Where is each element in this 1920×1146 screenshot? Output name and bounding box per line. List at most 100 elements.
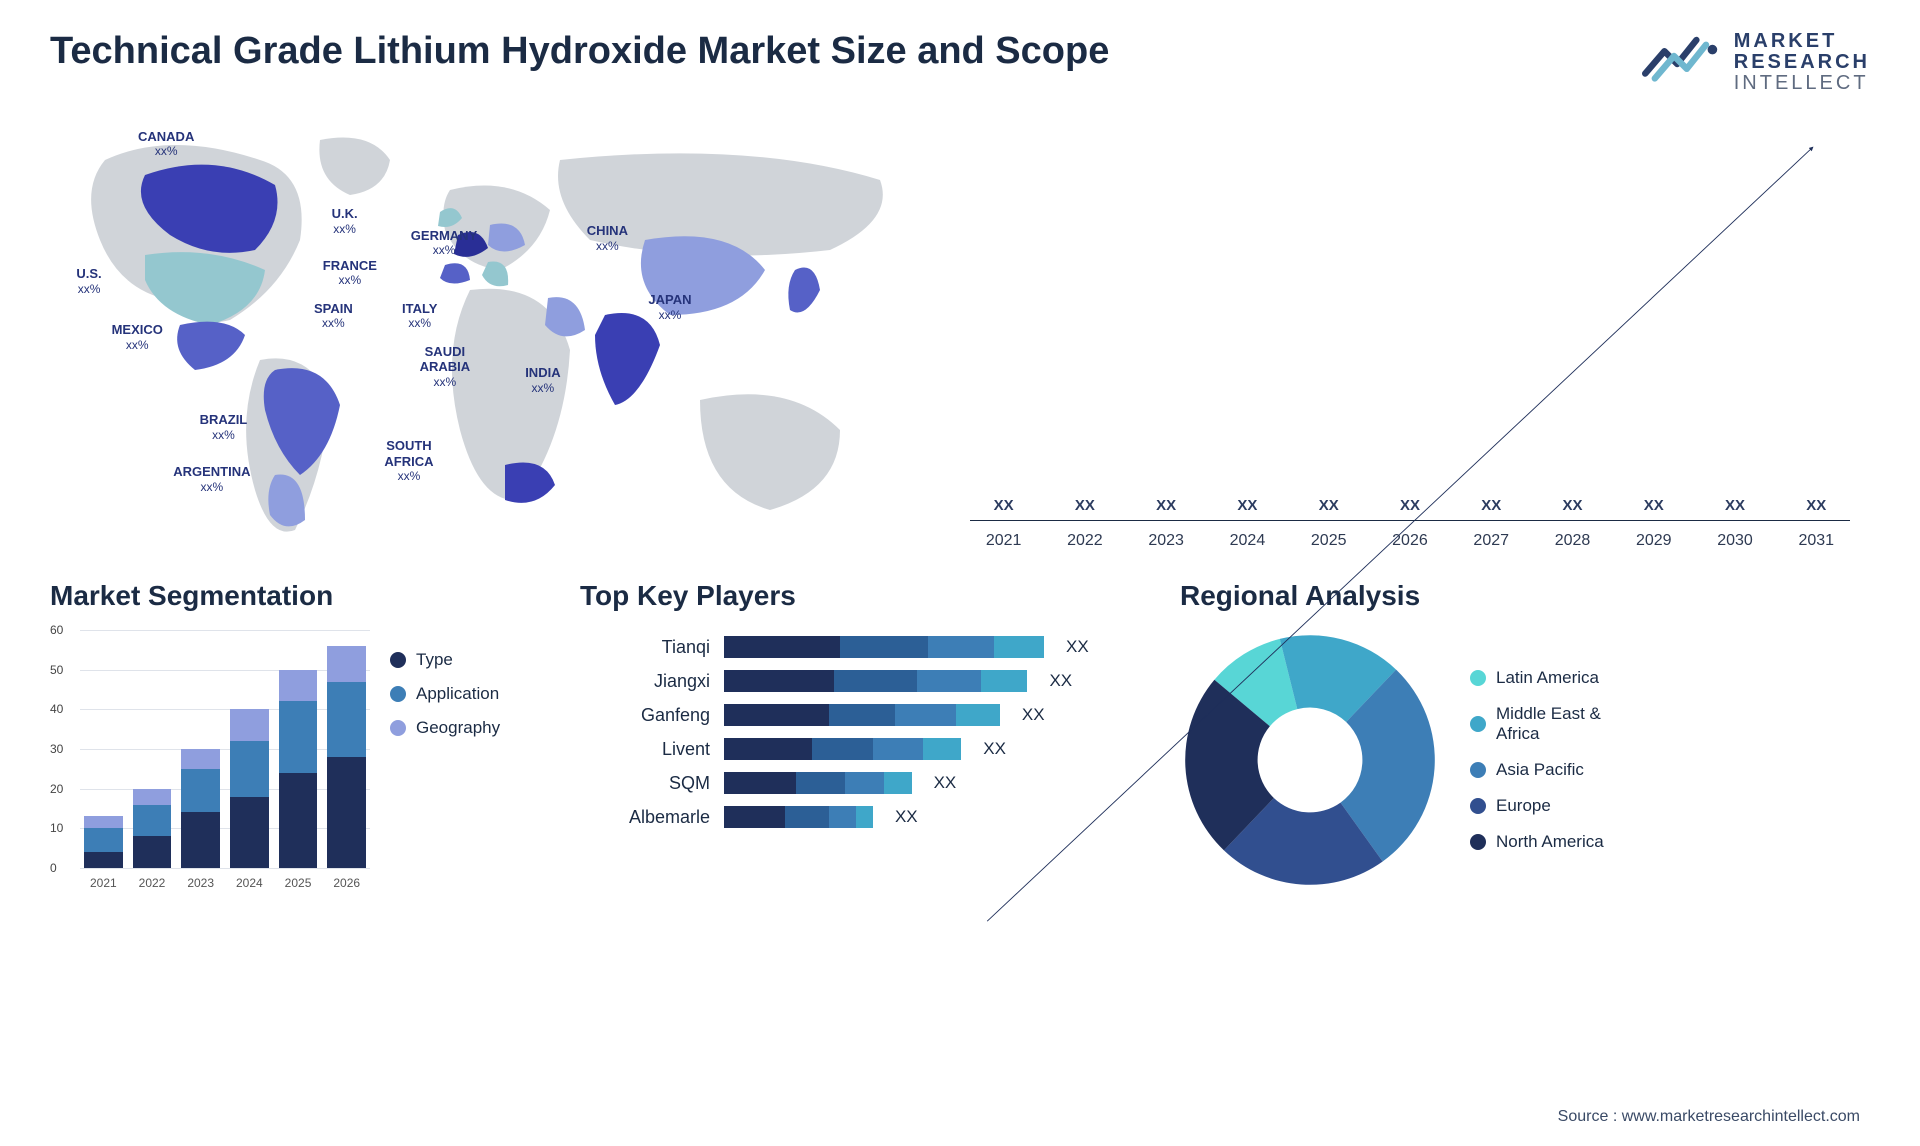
forecast-bar-value: XX [1725,497,1745,514]
forecast-bar-value: XX [1644,497,1664,514]
seg-bar-segment [279,670,318,702]
forecast-bar-value: XX [1075,497,1095,514]
seg-ylabel: 60 [50,623,63,637]
player-row: GanfengXX [580,704,1150,726]
forecast-bar: XX [1051,497,1118,520]
map-label: JAPANxx% [648,292,691,322]
legend-label: Type [416,650,453,670]
brand-logo: MARKET RESEARCH INTELLECT [1642,30,1870,95]
map-label: U.S.xx% [76,266,101,296]
player-bar [724,704,1000,726]
forecast-bar-value: XX [1806,497,1826,514]
player-bar-segment [829,704,895,726]
player-bar-segment [873,738,923,760]
player-bar-segment [956,704,1000,726]
map-label-pct: xx% [332,222,358,236]
seg-ylabel: 20 [50,782,63,796]
map-label-name: JAPAN [648,292,691,307]
seg-bar-segment [181,769,220,813]
legend-label: North America [1496,832,1604,852]
map-label-name: ITALY [402,301,437,316]
player-bar-segment [923,738,962,760]
seg-xlabel: 2024 [230,876,269,890]
seg-bar [181,749,220,868]
player-name: Albemarle [580,807,710,828]
legend-label: Europe [1496,796,1551,816]
region-donut-chart [1180,630,1440,890]
forecast-xlabel: 2028 [1539,532,1606,550]
player-bar-segment [796,772,846,794]
legend-item: Latin America [1470,668,1604,688]
player-bar-segment [829,806,857,828]
legend-swatch-icon [1470,670,1486,686]
player-bar-segment [812,738,873,760]
map-label: U.K.xx% [332,206,358,236]
player-bar-segment [724,772,796,794]
seg-ylabel: 0 [50,861,57,875]
header: Technical Grade Lithium Hydroxide Market… [50,30,1870,95]
legend-swatch-icon [390,652,406,668]
map-label-name: BRAZIL [200,412,248,427]
logo-signal-icon [1642,30,1722,95]
seg-bar-segment [133,789,172,805]
map-label-pct: xx% [200,428,248,442]
seg-bar-segment [230,797,269,868]
seg-bar [230,709,269,868]
forecast-xlabel: 2030 [1701,532,1768,550]
player-bar-segment [785,806,829,828]
map-label-name: U.K. [332,206,358,221]
map-label-pct: xx% [525,381,560,395]
legend-swatch-icon [1470,798,1486,814]
forecast-bar-value: XX [1400,497,1420,514]
seg-bar-segment [279,773,318,868]
map-label-pct: xx% [587,239,628,253]
player-bar [724,806,873,828]
forecast-bar-value: XX [994,497,1014,514]
map-label-pct: xx% [402,316,437,330]
seg-xlabel: 2026 [327,876,366,890]
player-bar [724,670,1027,692]
player-bar-segment [724,806,785,828]
forecast-bar: XX [1376,497,1443,520]
seg-bar [279,670,318,868]
forecast-xlabel: 2031 [1783,532,1850,550]
map-label-pct: xx% [138,144,194,158]
forecast-xlabel: 2024 [1214,532,1281,550]
map-label-name: FRANCE [323,258,377,273]
player-value: XX [895,807,918,827]
player-bar-segment [917,670,981,692]
seg-gridline [80,868,370,869]
map-label: SOUTHAFRICAxx% [384,438,433,484]
legend-label: Asia Pacific [1496,760,1584,780]
seg-xlabel: 2022 [133,876,172,890]
map-label-name: GERMANY [411,228,477,243]
legend-label: Middle East &Africa [1496,704,1601,744]
map-label-pct: xx% [112,338,163,352]
world-map-panel: CANADAxx%U.S.xx%MEXICOxx%BRAZILxx%ARGENT… [50,120,930,550]
seg-bar [84,816,123,868]
segmentation-panel: Market Segmentation 0102030405060 202120… [50,580,550,890]
top-row: CANADAxx%U.S.xx%MEXICOxx%BRAZILxx%ARGENT… [50,120,1870,550]
seg-bar-segment [181,812,220,868]
seg-bar-segment [133,805,172,837]
seg-bar-segment [84,828,123,852]
page-title: Technical Grade Lithium Hydroxide Market… [50,30,1109,73]
player-name: Jiangxi [580,671,710,692]
player-bar-segment [840,636,928,658]
map-label: CANADAxx% [138,129,194,159]
source-caption: Source : www.marketresearchintellect.com [1558,1108,1860,1126]
map-label-pct: xx% [173,480,250,494]
forecast-bar: XX [1701,497,1768,520]
map-label: INDIAxx% [525,365,560,395]
player-bar-segment [981,670,1027,692]
forecast-xlabel: 2022 [1051,532,1118,550]
legend-item: Asia Pacific [1470,760,1604,780]
map-label: FRANCExx% [323,258,377,288]
forecast-xlabel: 2021 [970,532,1037,550]
segmentation-bar-chart: 0102030405060 202120222023202420252026 [50,630,370,890]
player-row: Albemarle XX [580,806,1150,828]
forecast-bar-value: XX [1156,497,1176,514]
legend-item: North America [1470,832,1604,852]
legend-item: Type [390,650,550,670]
map-label-name: SAUDIARABIA [420,344,471,375]
